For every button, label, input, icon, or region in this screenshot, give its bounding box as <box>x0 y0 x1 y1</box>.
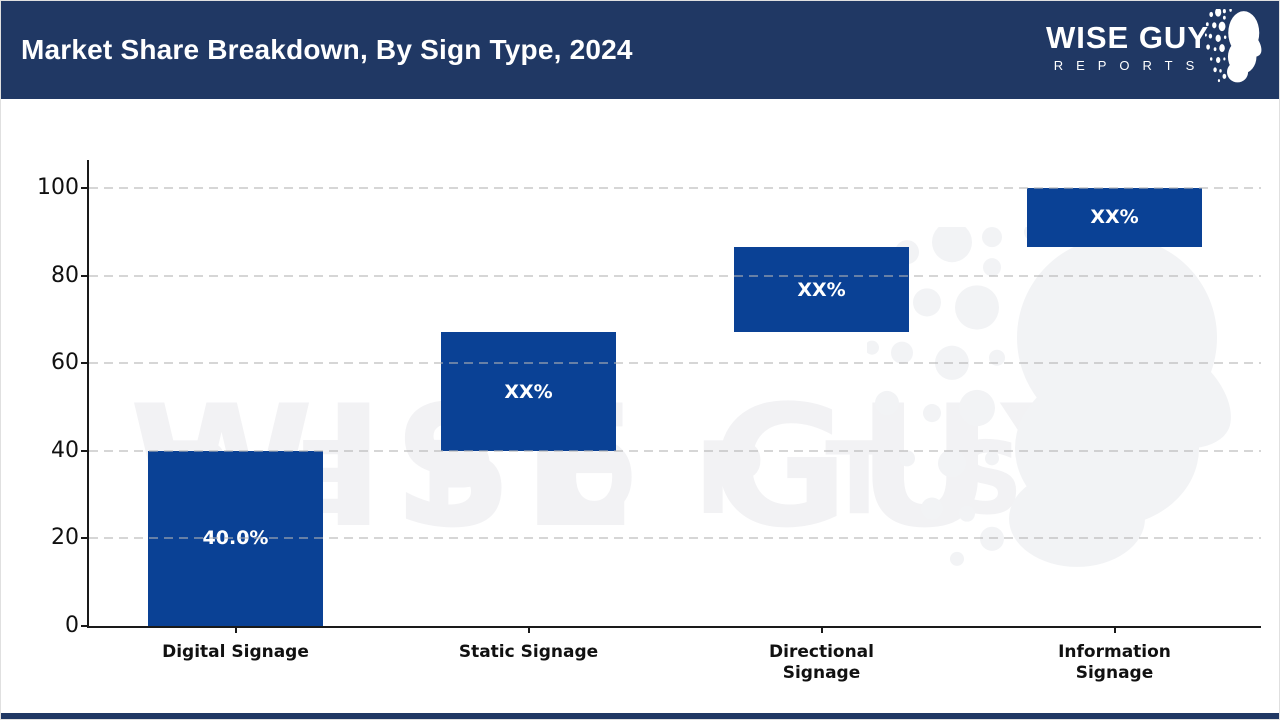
logo-name: WISE GUY <box>1045 20 1209 56</box>
gridline-100 <box>89 186 1261 189</box>
y-axis-tick-mark <box>81 274 89 277</box>
y-axis-spine <box>87 160 89 628</box>
gridline-20 <box>89 537 1261 540</box>
gridline-60 <box>89 362 1261 365</box>
y-axis-tick-label: 0 <box>65 613 79 638</box>
x-axis-tick-mark <box>820 626 823 633</box>
x-axis-label: Directional Signage <box>769 642 874 684</box>
gridline-80 <box>89 274 1261 277</box>
x-axis-spine <box>87 626 1261 628</box>
y-axis-tick-label: 20 <box>51 525 79 551</box>
y-axis-tick-label: 40 <box>51 437 79 463</box>
y-axis-tick-label: 80 <box>51 262 79 288</box>
logo-wordmark: WISE GUY REPORTS <box>1045 20 1209 73</box>
y-axis-tick-mark <box>81 186 89 189</box>
bar-directional-signage: XX% <box>733 247 910 333</box>
bar-information-signage: XX% <box>1026 187 1203 248</box>
wiseguy-face-icon <box>1205 9 1262 83</box>
y-axis-tick-label: 100 <box>37 174 79 200</box>
page-title: Market Share Breakdown, By Sign Type, 20… <box>21 34 633 65</box>
footer-bar <box>1 713 1279 719</box>
y-axis-tick-label: 60 <box>51 350 79 376</box>
x-axis-label: Static Signage <box>458 642 599 662</box>
bar-static-signage: XX% <box>440 332 617 451</box>
bar-value-label: XX% <box>504 380 553 403</box>
bar-value-label: XX% <box>1090 206 1139 229</box>
x-axis-label: Digital Signage <box>162 642 309 662</box>
chart-area: WISE GUY REPORTS 0 20 40 60 80 100 40.0% Digita… <box>1 99 1279 715</box>
bar-value-label: XX% <box>797 278 846 301</box>
x-axis-tick-mark <box>527 626 530 633</box>
header: Market Share Breakdown, By Sign Type, 20… <box>1 1 1279 99</box>
x-axis-tick-mark <box>234 626 237 633</box>
watermark-face-icon <box>867 227 1231 567</box>
gridline-40 <box>89 449 1261 452</box>
y-axis-tick-mark <box>81 362 89 365</box>
x-axis-tick-mark <box>1113 626 1116 633</box>
y-axis-tick-mark <box>81 449 89 452</box>
logo-subtitle: REPORTS <box>1053 57 1208 73</box>
y-axis-tick-mark <box>81 537 89 540</box>
y-axis-tick-mark <box>81 625 89 627</box>
wiseguy-logo: WISE GUY REPORTS <box>1046 9 1267 85</box>
x-axis-label: Information Signage <box>1058 642 1171 684</box>
